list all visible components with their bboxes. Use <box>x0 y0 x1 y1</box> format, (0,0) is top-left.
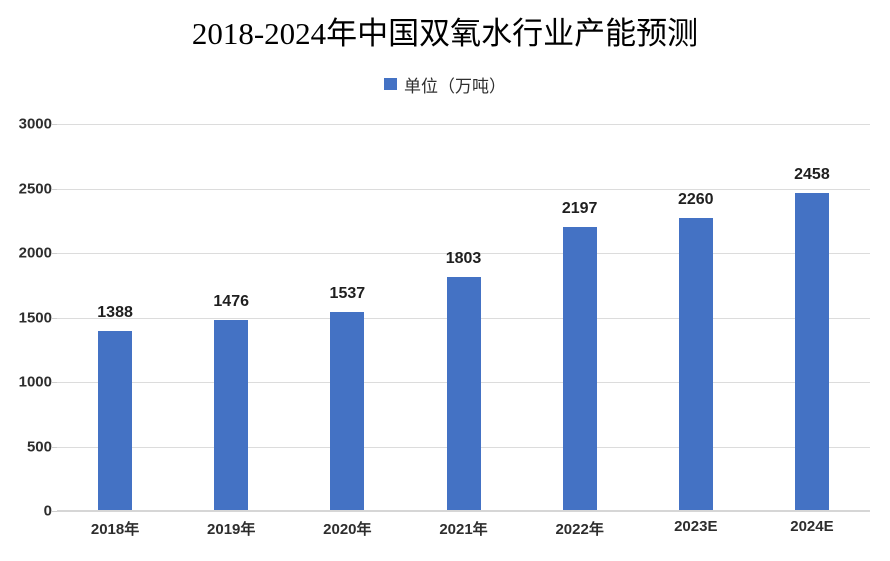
legend-color-swatch-icon <box>384 78 397 90</box>
y-axis: 0 500 1000 1500 2000 2500 3000 <box>0 116 57 520</box>
x-axis: 2018年 2019年 2020年 2021年 2022年 2023E 2024E <box>57 518 870 546</box>
bar[interactable] <box>330 311 365 510</box>
bar-value-label: 1803 <box>445 250 482 268</box>
x-axis-tick-label: 2024E <box>790 518 834 535</box>
x-axis-tick-label: 2020年 <box>323 521 372 538</box>
y-axis-tick-label: 1500 <box>18 309 52 326</box>
x-axis-tick-label: 2022年 <box>555 521 604 538</box>
bar[interactable] <box>446 277 481 510</box>
plot-area: 1388 1476 1537 1803 2197 2260 2458 <box>57 124 870 512</box>
bar[interactable] <box>678 218 713 510</box>
chart-title: 2018-2024年中国双氧水行业产能预测 <box>191 16 699 51</box>
bar[interactable] <box>794 192 829 510</box>
y-axis-tick-mark <box>52 511 57 512</box>
y-axis-tick-label: 3000 <box>18 115 52 133</box>
y-axis-tick-label: 1000 <box>18 373 52 391</box>
y-axis-tick-mark <box>52 382 57 383</box>
bar[interactable] <box>562 226 597 510</box>
x-axis-tick-label: 2023E <box>674 518 718 535</box>
y-axis-tick-label: 2500 <box>18 180 52 197</box>
legend-entry-label: 单位（万吨） <box>404 76 506 96</box>
bar-value-label: 1476 <box>213 292 249 310</box>
bar-value-label: 2458 <box>794 165 830 183</box>
y-axis-tick-label: 2000 <box>18 244 52 262</box>
y-axis-tick-mark <box>52 188 57 190</box>
gridline <box>57 188 870 190</box>
y-axis-tick-label: 0 <box>43 502 52 520</box>
bar-value-label: 2260 <box>677 191 714 209</box>
gridline <box>57 253 870 254</box>
x-axis-tick-label: 2019年 <box>207 521 256 538</box>
y-axis-tick-mark <box>52 317 57 319</box>
y-axis-tick-mark <box>52 446 57 448</box>
chart-legend: 单位（万吨） <box>0 72 890 96</box>
bar-value-label: 2197 <box>561 199 598 217</box>
x-axis-line <box>57 510 870 512</box>
y-axis-tick-label: 500 <box>26 438 52 455</box>
bar[interactable] <box>98 330 133 510</box>
bar-value-label: 1388 <box>97 303 133 321</box>
x-axis-tick-label: 2018年 <box>90 521 140 538</box>
gridline <box>57 124 870 125</box>
bar-value-label: 1537 <box>329 284 366 302</box>
x-axis-tick-label: 2021年 <box>439 521 488 538</box>
y-axis-tick-mark <box>52 253 57 254</box>
bar[interactable] <box>214 319 249 510</box>
y-axis-tick-mark <box>52 124 57 125</box>
